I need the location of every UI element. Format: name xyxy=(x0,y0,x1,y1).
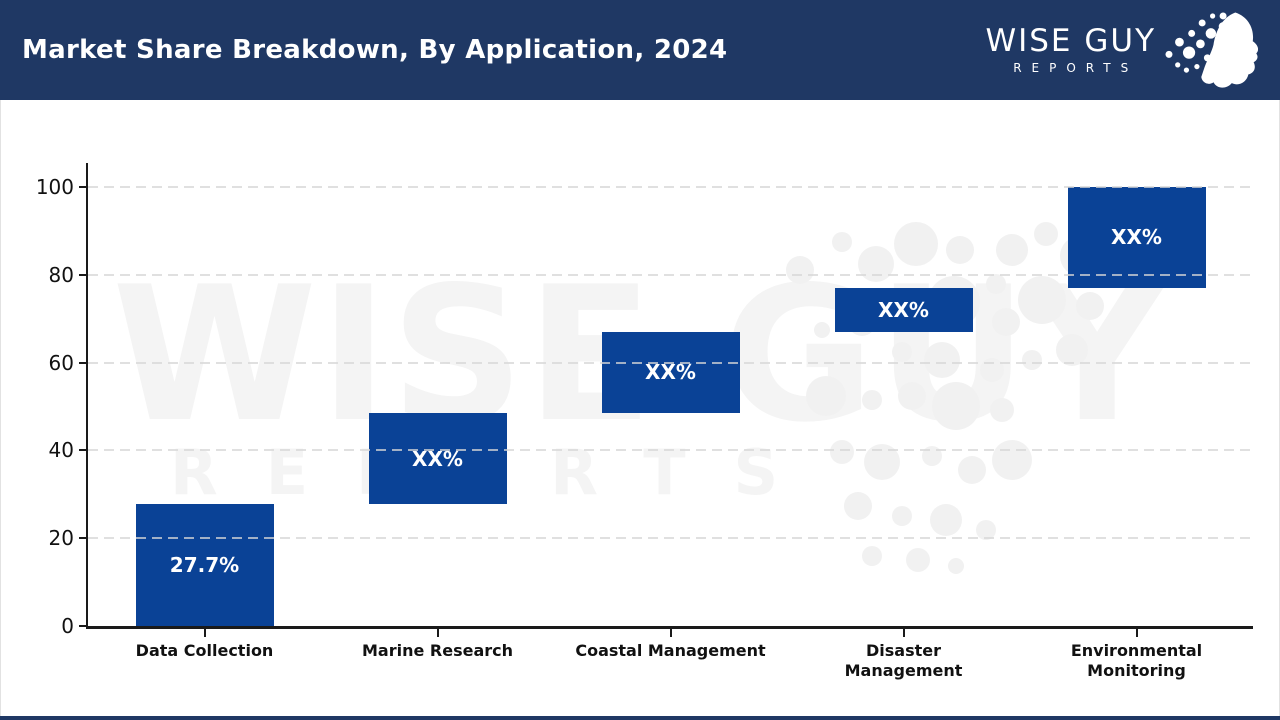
watermark-dot xyxy=(814,322,830,338)
watermark-dot xyxy=(892,506,912,526)
watermark-dot xyxy=(1034,222,1058,246)
logo-wordmark: WISE GUY xyxy=(985,22,1156,59)
bar-segment: XX% xyxy=(601,331,740,414)
watermark-dot xyxy=(992,440,1032,480)
watermark-dot xyxy=(932,382,980,430)
h-gridline xyxy=(88,449,1253,452)
header-bar: Market Share Breakdown, By Application, … xyxy=(0,0,1280,100)
watermark-dot xyxy=(1022,350,1042,370)
watermark-dot xyxy=(930,504,962,536)
watermark-dot xyxy=(996,234,1028,266)
x-category-label: Environmental Monitoring xyxy=(1070,641,1203,680)
x-tick xyxy=(203,629,206,637)
watermark-dot xyxy=(858,246,894,282)
bar-value-label: XX% xyxy=(1111,225,1162,250)
watermark-dot xyxy=(992,308,1020,336)
logo-text: WISE GUY REPORTS xyxy=(985,22,1156,75)
watermark-dot xyxy=(832,232,852,252)
footer-accent-strip xyxy=(0,716,1280,720)
x-tick xyxy=(436,629,439,637)
watermark-dot xyxy=(958,456,986,484)
watermark-dot xyxy=(1056,334,1088,366)
bar-value-label: XX% xyxy=(645,360,696,385)
x-tick xyxy=(902,629,905,637)
logo-subtitle: REPORTS xyxy=(1013,60,1139,75)
bar-segment: 27.7% xyxy=(135,504,274,626)
watermark-dot xyxy=(1018,276,1066,324)
bar-segment: XX% xyxy=(834,287,973,332)
y-axis-spine xyxy=(86,163,88,629)
wise-guy-reports-logo: WISE GUY REPORTS xyxy=(985,8,1258,92)
watermark-dot xyxy=(990,398,1014,422)
h-gridline xyxy=(88,186,1253,188)
h-gridline xyxy=(88,537,1253,540)
x-category-label: Coastal Management xyxy=(575,641,766,660)
watermark-dot xyxy=(844,492,872,520)
watermark-dot xyxy=(862,546,882,566)
x-category-label: Disaster Management xyxy=(844,641,963,680)
y-tick-label: 100 xyxy=(35,175,74,199)
watermark-dot xyxy=(894,222,938,266)
y-tick-label: 20 xyxy=(48,526,74,551)
watermark-dot xyxy=(924,342,960,378)
x-category-label: Data Collection xyxy=(135,641,274,660)
x-axis-spine xyxy=(88,626,1253,629)
bar-segment: XX% xyxy=(368,413,507,505)
watermark-dot xyxy=(892,342,912,362)
x-category-label: Marine Research xyxy=(361,641,513,660)
watermark-dot xyxy=(806,376,846,416)
y-tick xyxy=(79,186,87,188)
watermark-dot xyxy=(830,440,854,464)
y-tick xyxy=(79,361,87,364)
bar-value-label: XX% xyxy=(878,297,929,322)
chart-title: Market Share Breakdown, By Application, … xyxy=(22,35,728,65)
watermark-dot xyxy=(946,236,974,264)
x-tick xyxy=(669,629,672,637)
watermark-dot xyxy=(862,390,882,410)
x-tick xyxy=(1135,629,1138,637)
y-tick xyxy=(79,537,87,540)
watermark-dot xyxy=(986,274,1006,294)
y-tick xyxy=(79,449,87,452)
watermark-dot xyxy=(976,520,996,540)
watermark-dot xyxy=(786,256,814,284)
face-dots-icon xyxy=(1165,12,1258,88)
y-tick-label: 60 xyxy=(48,350,74,375)
watermark-dot xyxy=(898,382,926,410)
y-tick-label: 40 xyxy=(48,438,74,463)
h-gridline xyxy=(88,273,1253,276)
bar-segment: XX% xyxy=(1067,187,1206,288)
y-tick-label: 80 xyxy=(48,262,74,287)
y-tick-label: 0 xyxy=(61,614,74,638)
y-tick xyxy=(79,625,87,627)
h-gridline xyxy=(88,361,1253,364)
watermark-wiseguy-text: WISE GUY xyxy=(112,246,1165,463)
watermark-dot xyxy=(1076,292,1104,320)
y-tick xyxy=(79,273,87,276)
watermark-dot xyxy=(948,558,964,574)
watermark-dot xyxy=(906,548,930,572)
bar-value-label: 27.7% xyxy=(169,553,240,578)
